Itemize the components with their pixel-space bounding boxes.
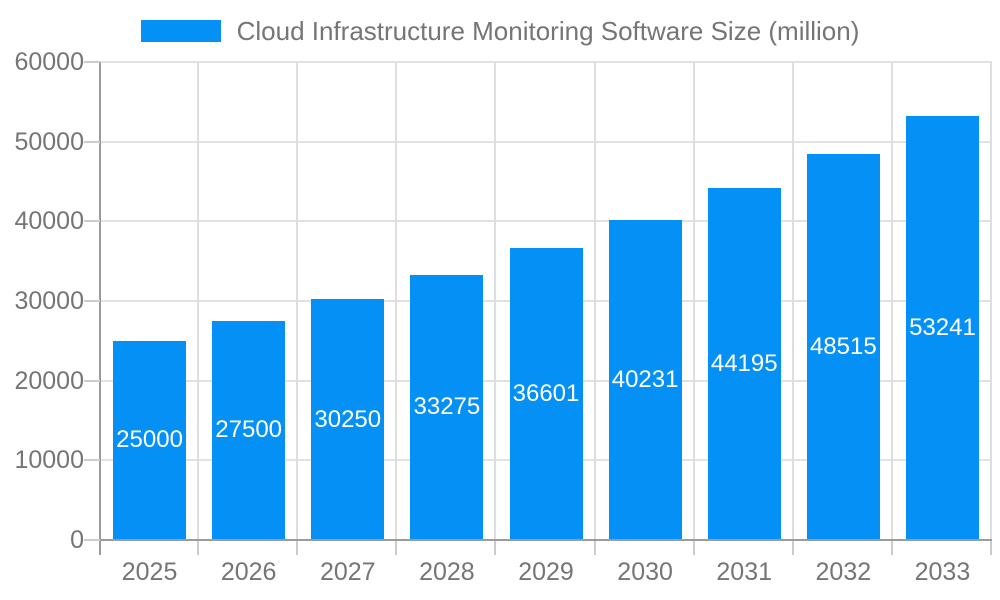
x-tick-label: 2031 — [716, 558, 773, 586]
vertical-gridline — [296, 62, 299, 540]
bar-value-label: 48515 — [809, 332, 877, 360]
horizontal-gridline — [100, 140, 992, 143]
bar: 48515 — [806, 153, 880, 540]
vertical-gridline — [395, 62, 398, 540]
bar: 33275 — [410, 274, 484, 540]
y-tick-label: 10000 — [14, 446, 84, 475]
y-tick-mark — [84, 539, 100, 541]
y-tick-mark — [84, 61, 100, 63]
bar-value-label: 40231 — [611, 365, 679, 393]
y-tick-mark — [84, 220, 100, 223]
x-axis-line — [99, 539, 992, 541]
y-tick-mark — [84, 379, 100, 382]
y-tick-label: 0 — [70, 526, 84, 554]
x-tick-mark — [395, 541, 398, 555]
vertical-gridline — [990, 62, 992, 540]
bar-value-label: 36601 — [512, 380, 580, 408]
bar-value-label: 53241 — [909, 313, 976, 341]
bar-value-label: 33275 — [413, 393, 481, 421]
x-tick-label: 2032 — [815, 558, 872, 586]
horizontal-gridline — [100, 220, 992, 223]
x-tick-mark — [791, 541, 794, 555]
bar: 40231 — [608, 219, 682, 540]
y-tick-mark — [84, 140, 100, 143]
x-tick-mark — [593, 541, 596, 555]
plot-area: 25000 27500 30250 33275 36601 40231 44195 48515… — [100, 61, 992, 540]
x-tick-label: 2028 — [419, 558, 475, 586]
bar: 44195 — [707, 187, 781, 540]
y-tick-label: 30000 — [14, 287, 84, 315]
bar: 30250 — [311, 299, 385, 540]
x-tick-label: 2033 — [914, 558, 971, 586]
y-tick-label: 20000 — [14, 366, 84, 395]
vertical-gridline — [593, 62, 596, 540]
y-tick-mark — [84, 300, 100, 302]
bar: 53241 — [905, 115, 979, 540]
x-tick-mark — [296, 541, 299, 555]
y-tick-label: 40000 — [14, 207, 84, 236]
bar-value-label: 30250 — [314, 405, 382, 433]
x-tick-label: 2030 — [617, 558, 673, 586]
vertical-gridline — [197, 62, 200, 540]
legend-label: Cloud Infrastructure Monitoring Software… — [236, 15, 860, 46]
bar: 27500 — [212, 320, 286, 540]
vertical-gridline — [890, 62, 893, 540]
horizontal-gridline — [100, 61, 992, 63]
x-tick-label: 2027 — [319, 558, 376, 586]
y-tick-label: 50000 — [14, 127, 84, 156]
vertical-gridline — [494, 62, 497, 540]
legend-swatch — [140, 20, 221, 42]
legend: Cloud Infrastructure Monitoring Software… — [0, 16, 1000, 46]
y-tick-label: 60000 — [14, 48, 84, 76]
bar: 36601 — [509, 248, 583, 540]
bar-value-label: 27500 — [215, 416, 283, 444]
bar-value-label: 44195 — [710, 349, 778, 377]
bar: 25000 — [113, 340, 187, 540]
vertical-gridline — [692, 62, 695, 540]
x-tick-mark — [990, 541, 992, 555]
x-tick-mark — [197, 541, 200, 555]
bar-value-label: 25000 — [116, 426, 183, 454]
x-tick-label: 2026 — [220, 558, 277, 586]
x-tick-mark — [494, 541, 497, 555]
x-tick-label: 2029 — [518, 558, 574, 586]
x-tick-mark — [692, 541, 695, 555]
y-axis-line — [99, 62, 101, 555]
vertical-gridline — [791, 62, 794, 540]
x-tick-mark — [890, 541, 893, 555]
x-tick-label: 2025 — [121, 558, 178, 586]
y-tick-mark — [84, 459, 100, 462]
